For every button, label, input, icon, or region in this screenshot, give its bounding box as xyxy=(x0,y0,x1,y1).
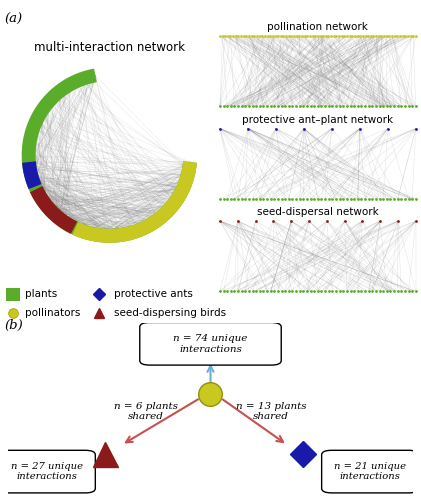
Title: protective ant–plant network: protective ant–plant network xyxy=(242,115,393,125)
Bar xyxy=(6,288,20,300)
FancyBboxPatch shape xyxy=(140,322,281,365)
Text: n = 74 unique
interactions: n = 74 unique interactions xyxy=(173,334,248,353)
Text: (a): (a) xyxy=(4,12,22,26)
Text: (b): (b) xyxy=(4,318,23,332)
Title: multi-interaction network: multi-interaction network xyxy=(34,41,185,54)
Text: protective ants: protective ants xyxy=(114,289,192,299)
Text: n = 6 plants
shared: n = 6 plants shared xyxy=(114,402,178,421)
Title: pollination network: pollination network xyxy=(267,22,368,32)
Title: seed-dispersal network: seed-dispersal network xyxy=(257,208,379,218)
Text: pollinators: pollinators xyxy=(25,308,81,318)
Text: seed-dispersing birds: seed-dispersing birds xyxy=(114,308,226,318)
FancyBboxPatch shape xyxy=(322,450,418,493)
FancyBboxPatch shape xyxy=(0,450,95,493)
Text: plants: plants xyxy=(25,289,58,299)
Text: n = 21 unique
interactions: n = 21 unique interactions xyxy=(334,462,406,481)
Text: n = 13 plants
shared: n = 13 plants shared xyxy=(236,402,306,421)
Text: n = 27 unique
interactions: n = 27 unique interactions xyxy=(11,462,83,481)
